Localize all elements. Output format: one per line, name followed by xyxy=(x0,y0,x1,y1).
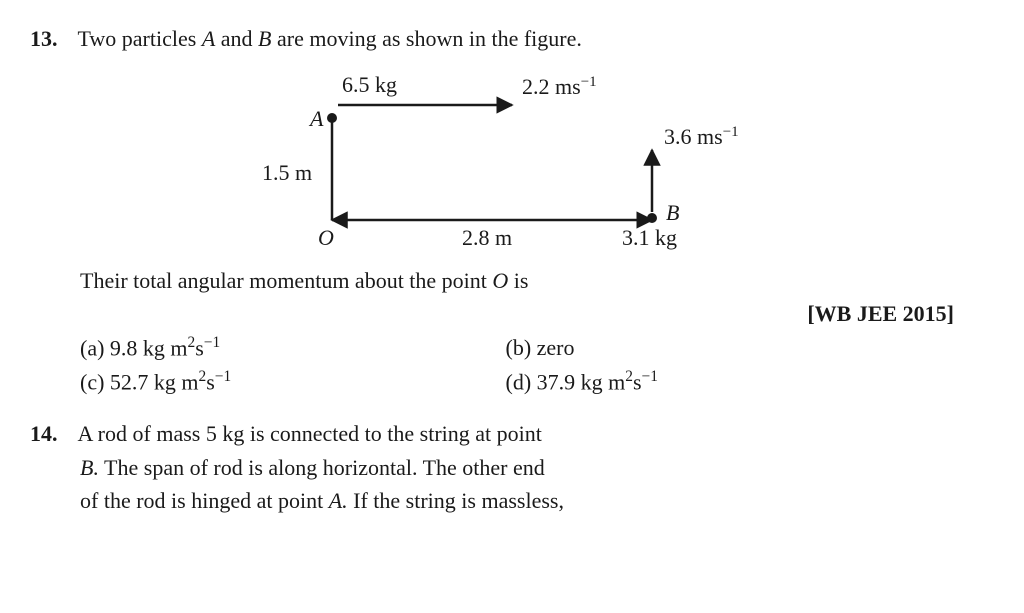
q13-number: 13. xyxy=(30,24,72,54)
q13-text: Two particles A and B are moving as show… xyxy=(78,24,978,54)
opt-a-txt: (a) 9.8 kg m xyxy=(80,335,188,360)
diag-width: 2.8 m xyxy=(462,225,512,250)
q13-follow-suffix: is xyxy=(508,268,528,293)
opt-d-sq: 2 xyxy=(625,368,633,385)
opt-d-tail: s xyxy=(633,369,642,394)
q13-diagram: 6.5 kg 2.2 ms−1 A 1.5 m O 2.8 m B 3.1 kg… xyxy=(30,60,994,256)
diag-massB: 3.1 kg xyxy=(622,225,677,250)
opt-c-inv: −1 xyxy=(215,368,231,385)
diag-massA: 6.5 kg xyxy=(342,72,397,97)
opt-c-txt: (c) 52.7 kg m xyxy=(80,369,199,394)
q13-opt-d: (d) 37.9 kg m2s−1 xyxy=(506,367,658,397)
q13-opt-a: (a) 9.8 kg m2s−1 xyxy=(80,333,500,363)
q13-opt-b: (b) zero xyxy=(506,333,575,363)
opt-a-tail: s xyxy=(195,335,204,360)
diag-velB: 3.6 ms xyxy=(664,124,723,149)
q13-follow-O: O xyxy=(492,268,508,293)
q14-number: 14. xyxy=(30,419,72,449)
q13-source: [WB JEE 2015] xyxy=(30,299,954,329)
q14-line3c: If the string is massless, xyxy=(348,488,564,513)
q13-follow-prefix: Their total angular momentum about the p… xyxy=(80,268,492,293)
opt-c-tail: s xyxy=(206,369,215,394)
opt-a-inv: −1 xyxy=(204,334,220,351)
q14-line1: A rod of mass 5 kg is connected to the s… xyxy=(78,419,978,449)
q14-B: B. xyxy=(80,455,99,480)
diag-labelA: A xyxy=(308,106,324,131)
q14-line3a: of the rod is hinged at point xyxy=(80,488,329,513)
svg-text:2.2 ms−1: 2.2 ms−1 xyxy=(522,74,597,99)
q13-opt-c: (c) 52.7 kg m2s−1 xyxy=(80,367,500,397)
q14-A: A. xyxy=(329,488,348,513)
q13-prefix: Two particles xyxy=(78,26,202,51)
q13-B: B xyxy=(258,26,271,51)
diag-velA-exp: −1 xyxy=(581,74,597,90)
diag-O: O xyxy=(318,225,334,250)
q13-A: A xyxy=(202,26,215,51)
q13-suffix: are moving as shown in the figure. xyxy=(271,26,581,51)
opt-d-inv: −1 xyxy=(642,368,658,385)
q14-line2: The span of rod is along horizontal. The… xyxy=(99,455,545,480)
svg-text:3.6 ms−1: 3.6 ms−1 xyxy=(664,124,739,149)
diag-velA: 2.2 ms xyxy=(522,74,581,99)
q13-and: and xyxy=(215,26,258,51)
diag-height: 1.5 m xyxy=(262,160,312,185)
diag-velB-exp: −1 xyxy=(723,124,739,140)
diag-labelB: B xyxy=(666,200,679,225)
opt-d-txt: (d) 37.9 kg m xyxy=(506,369,626,394)
